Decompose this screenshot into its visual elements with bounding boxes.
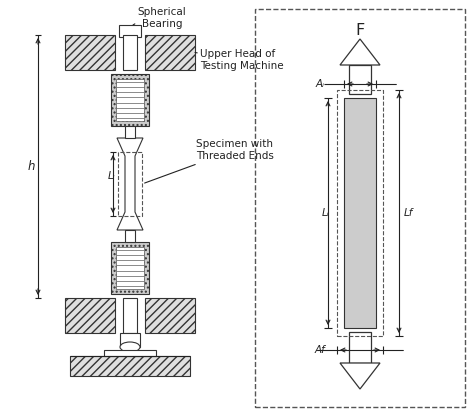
Bar — [70, 356, 190, 376]
Bar — [104, 350, 156, 356]
Bar — [116, 247, 144, 289]
Bar — [111, 242, 149, 294]
Polygon shape — [340, 39, 380, 65]
Bar — [349, 332, 371, 363]
Bar — [125, 230, 135, 242]
Bar — [145, 35, 195, 70]
Bar — [65, 35, 115, 70]
Polygon shape — [340, 363, 380, 389]
Bar — [125, 126, 135, 138]
Text: Af: Af — [314, 345, 325, 355]
Polygon shape — [117, 138, 143, 230]
Bar — [349, 65, 371, 94]
Bar — [145, 298, 195, 333]
Bar — [255, 9, 465, 407]
Text: Upper Head of
Testing Machine: Upper Head of Testing Machine — [195, 49, 283, 71]
Text: Specimen with
Threaded Ends: Specimen with Threaded Ends — [145, 139, 274, 183]
Bar — [123, 298, 137, 333]
Text: Lf: Lf — [404, 208, 413, 218]
Bar — [337, 90, 383, 336]
Bar — [344, 98, 376, 328]
Bar — [111, 74, 149, 126]
Text: F: F — [356, 23, 365, 38]
Bar — [116, 79, 144, 121]
Text: Spherical
Bearing: Spherical Bearing — [133, 7, 186, 29]
Text: h: h — [27, 160, 35, 173]
Text: Lᵢ: Lᵢ — [108, 171, 116, 181]
Bar — [123, 35, 137, 70]
Bar — [120, 333, 140, 347]
Bar — [118, 152, 142, 216]
Ellipse shape — [120, 342, 140, 352]
Text: Aᵢ: Aᵢ — [316, 79, 325, 89]
Text: Lᵢ: Lᵢ — [322, 208, 330, 218]
Bar — [119, 25, 141, 37]
Bar — [65, 298, 115, 333]
